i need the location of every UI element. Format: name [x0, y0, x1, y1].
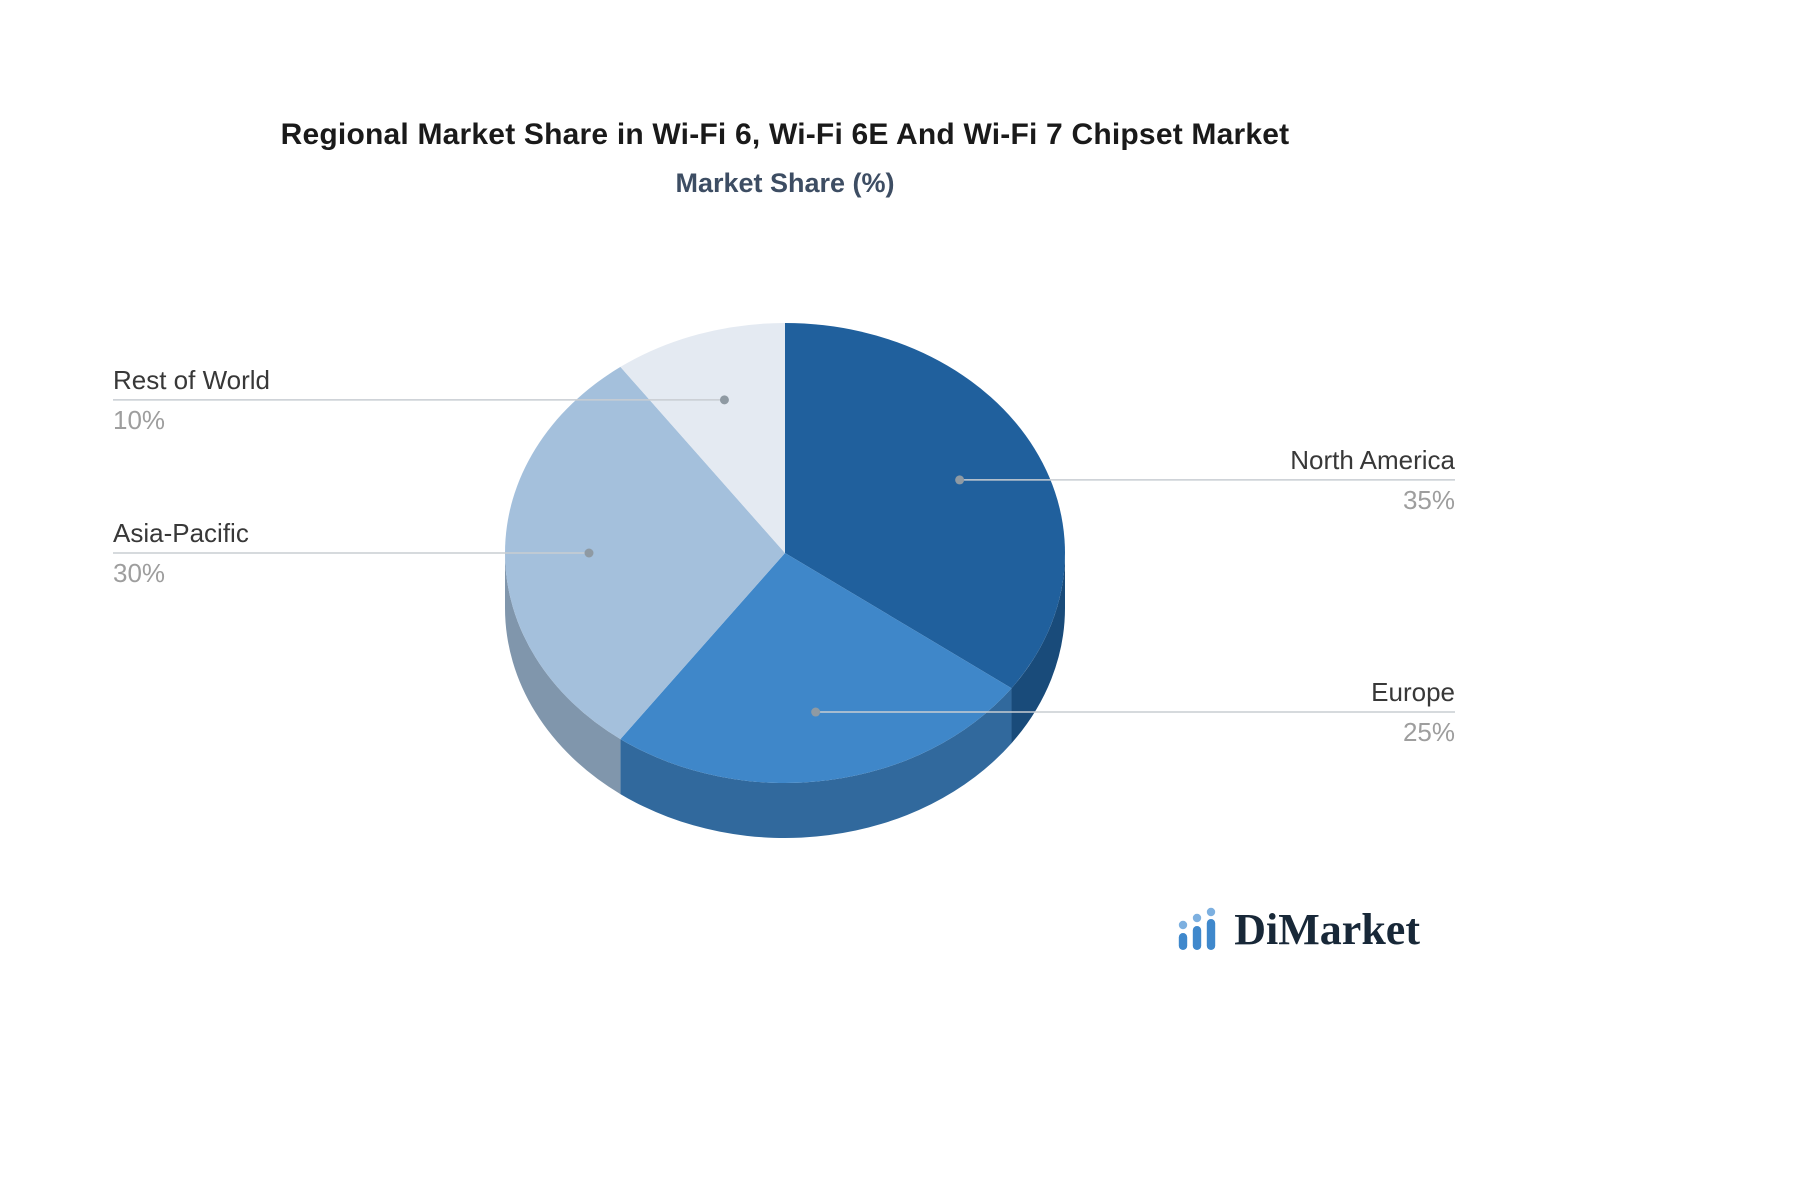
pie-slice-side	[1011, 553, 1065, 744]
pie-slice	[620, 553, 1012, 783]
bar-chart-dots-icon	[1179, 907, 1216, 950]
pie-label-name: North America	[1290, 445, 1455, 475]
pie-slice	[785, 323, 1065, 689]
pie-slice	[620, 323, 785, 553]
pie-label-value: 35%	[1402, 485, 1455, 515]
pie-slice-side	[620, 688, 1012, 838]
pie-label-name: Rest of World	[113, 365, 271, 395]
pie-label-value: 25%	[1402, 717, 1455, 747]
leader-dot	[955, 475, 965, 485]
chart-subtitle: Market Share (%)	[675, 168, 895, 198]
pie-label-value: 10%	[113, 405, 166, 435]
pie-label-rest-of-world: Rest of World 10%	[113, 366, 270, 434]
leader-dot	[584, 548, 594, 558]
pie-label-name: Europe	[1371, 677, 1455, 707]
chart-title: Regional Market Share in Wi-Fi 6, Wi-Fi …	[280, 118, 1290, 151]
leader-dot	[719, 395, 729, 405]
pie-label-asia-pacific: Asia-Pacific 30%	[113, 519, 249, 587]
pie-label-north-america: North America 35%	[1290, 446, 1455, 514]
pie-label-value: 30%	[113, 558, 166, 588]
leader-dot	[811, 707, 821, 717]
pie-label-name: Asia-Pacific	[113, 518, 249, 548]
pie-slice	[505, 366, 785, 740]
brand-logo-text: DiMarket	[1234, 905, 1420, 954]
pie-label-europe: Europe 25%	[1371, 678, 1455, 746]
pie-slice-side	[505, 553, 621, 795]
brand-logo: DiMarket	[1174, 905, 1420, 955]
